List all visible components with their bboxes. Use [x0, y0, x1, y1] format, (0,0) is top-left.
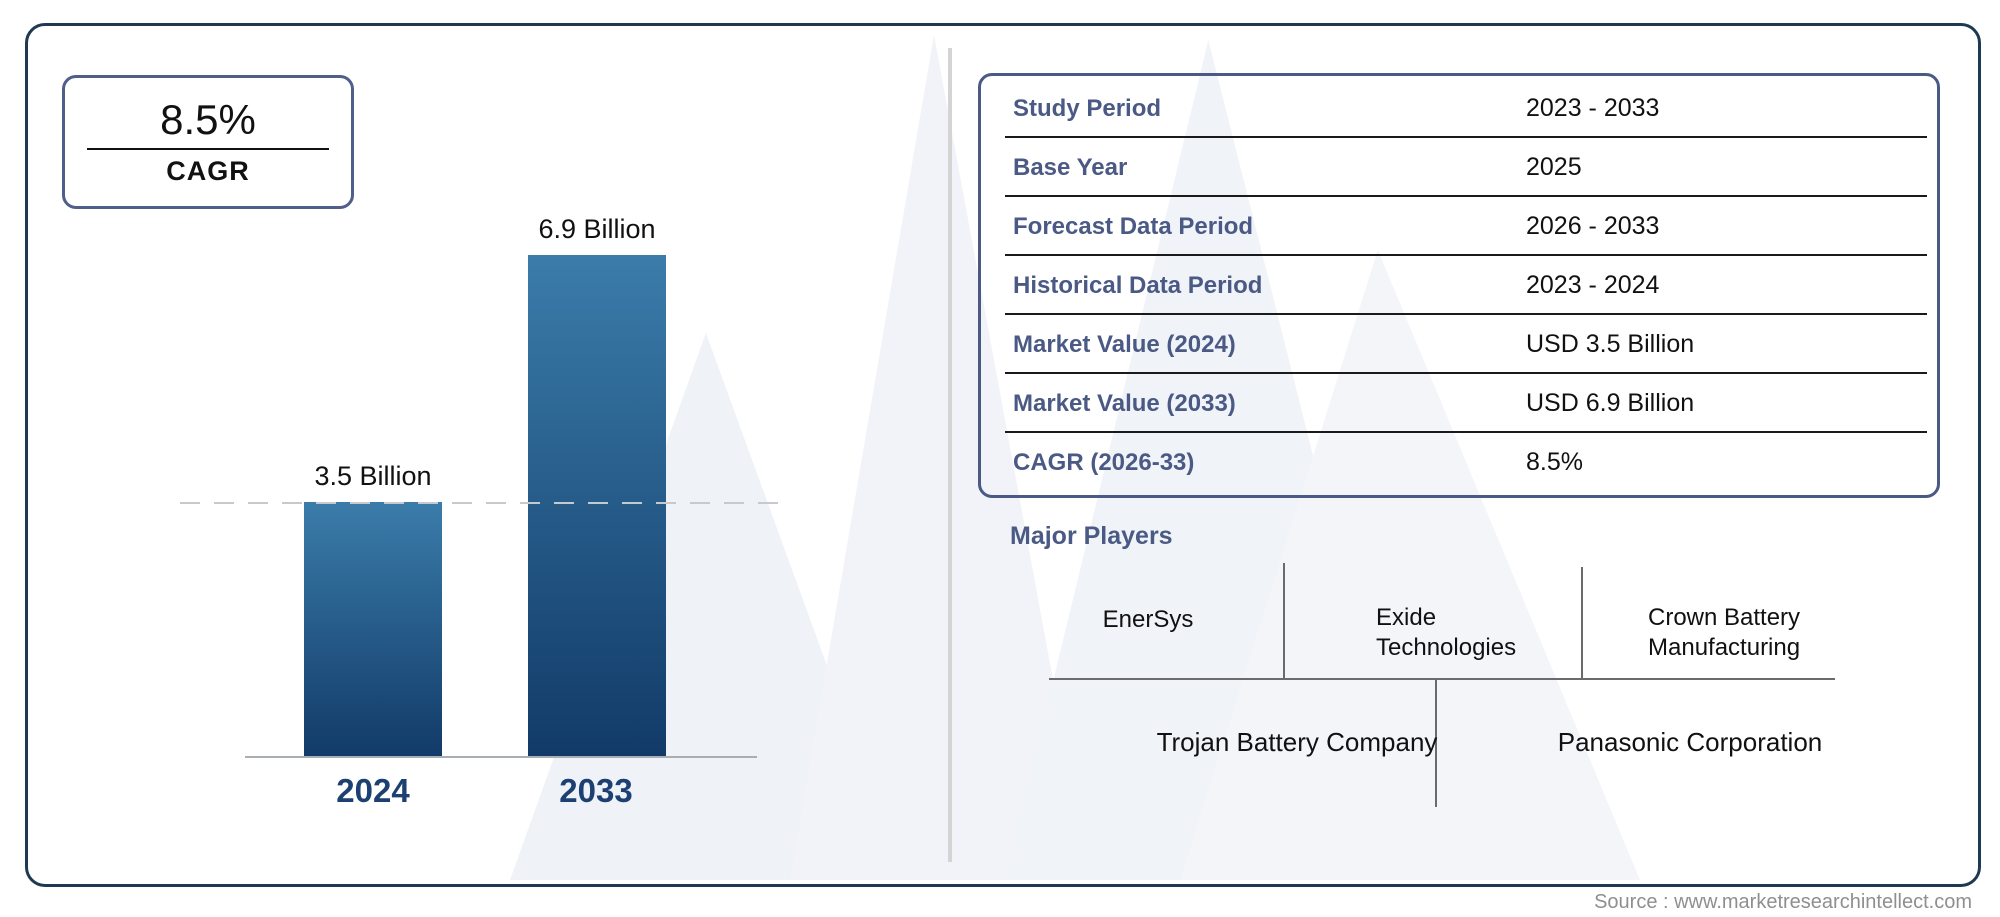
player-trojan-battery: Trojan Battery Company [1156, 727, 1438, 757]
bar-value-label-2024: 3.5 Billion [314, 461, 432, 491]
cagr-divider-line [87, 147, 329, 150]
x-axis-line [245, 756, 757, 758]
table-row: Base Year 2025 [981, 138, 1937, 197]
table-row: Forecast Data Period 2026 - 2033 [981, 197, 1937, 256]
row-label: Base Year [1013, 153, 1128, 181]
major-players-heading: Major Players [1010, 522, 1173, 550]
outer-frame [25, 23, 1981, 887]
cagr-label: CAGR [166, 155, 250, 186]
table-row: Historical Data Period 2023 - 2024 [981, 256, 1937, 315]
players-divider-vertical [1283, 563, 1285, 678]
row-label: Historical Data Period [1013, 271, 1263, 299]
cagr-value: 8.5% [160, 96, 256, 144]
x-tick-2024: 2024 [336, 772, 410, 809]
row-label: Study Period [1013, 94, 1162, 122]
row-label: Forecast Data Period [1013, 212, 1254, 240]
x-tick-2033: 2033 [559, 772, 633, 809]
panel-divider [948, 48, 952, 862]
player-exide-technologies: Exide Technologies [1376, 604, 1517, 661]
row-value: 2023 - 2033 [1526, 94, 1660, 122]
players-divider-vertical [1581, 567, 1583, 678]
table-row: Study Period 2023 - 2033 [981, 79, 1937, 138]
row-value: 2025 [1526, 153, 1582, 181]
bar-2024 [304, 502, 442, 757]
row-value: USD 6.9 Billion [1526, 389, 1695, 417]
row-value: 2023 - 2024 [1526, 271, 1660, 299]
player-crown-battery: Crown Battery Manufacturing [1648, 604, 1801, 661]
bar-2033 [528, 255, 666, 757]
players-divider-vertical [1435, 680, 1437, 807]
table-row: Market Value (2033) USD 6.9 Billion [981, 374, 1937, 433]
cagr-box: 8.5% CAGR [62, 75, 354, 209]
row-label: CAGR (2026-33) [1013, 448, 1195, 476]
row-label: Market Value (2033) [1013, 389, 1236, 417]
source-attribution: Source : www.marketresearchintellect.com [1594, 891, 1972, 913]
row-value: USD 3.5 Billion [1526, 330, 1695, 358]
table-row: CAGR (2026-33) 8.5% [981, 433, 1937, 492]
row-value: 8.5% [1526, 448, 1583, 476]
bar-value-label-2033: 6.9 Billion [538, 214, 656, 244]
row-value: 2026 - 2033 [1526, 212, 1660, 240]
reference-dashline [180, 502, 790, 504]
players-divider-horizontal [1049, 678, 1835, 680]
row-label: Market Value (2024) [1013, 330, 1236, 358]
player-panasonic: Panasonic Corporation [1557, 727, 1823, 757]
table-row: Market Value (2024) USD 3.5 Billion [981, 315, 1937, 374]
info-table: Study Period 2023 - 2033 Base Year 2025 … [978, 73, 1940, 498]
player-enersys: EnerSys [1102, 606, 1194, 633]
